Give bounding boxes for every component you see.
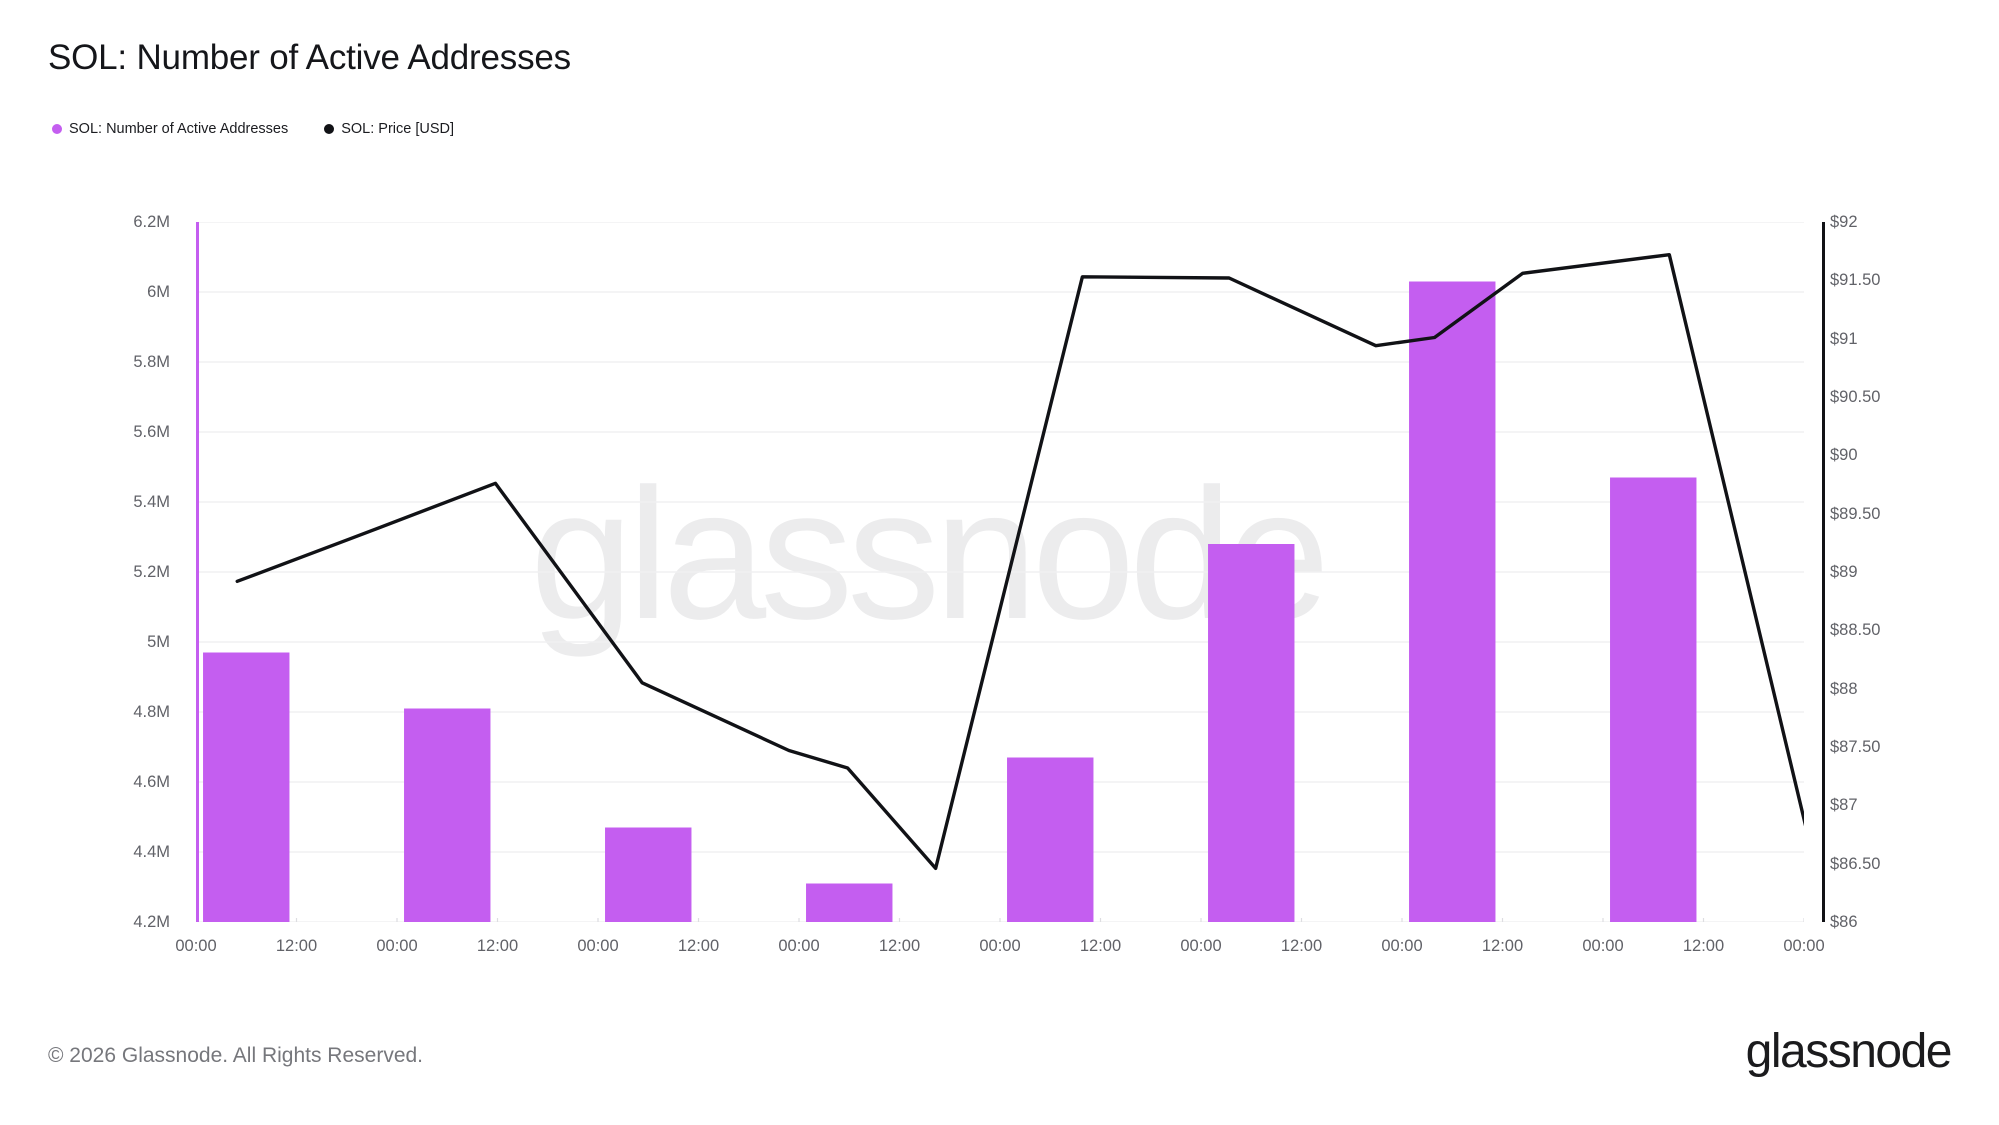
x-axis-tick: 00:00: [1783, 937, 1825, 955]
x-axis-tick: 00:00: [1381, 937, 1423, 955]
y-axis-left-tick: 5.8M: [133, 353, 170, 371]
x-axis-tick: 12:00: [1079, 937, 1122, 955]
y-axis-left-tick: 6M: [147, 283, 170, 301]
glassnode-logo: glassnode: [1745, 1025, 1953, 1078]
x-axis-tick: 12:00: [275, 937, 318, 955]
y-axis-left-tick: 6.2M: [133, 213, 170, 231]
y-axis-right-tick: $87: [1830, 796, 1858, 815]
line-series[interactable]: [237, 255, 1804, 870]
bar[interactable]: [203, 652, 290, 923]
left-axis-spine: [196, 222, 199, 922]
y-axis-right: $86 $86.50 $87 $87.50 $88 $88.50 $89 $89.50 $90 $…: [1830, 210, 1990, 934]
x-axis-tick: 12:00: [878, 937, 921, 955]
x-axis-tick: 12:00: [476, 937, 519, 955]
y-axis-left-tick: 5.2M: [133, 563, 170, 581]
price-line[interactable]: [237, 255, 1804, 870]
y-axis-left-tick: 4.2M: [133, 913, 170, 931]
x-axis-tick: 00:00: [979, 937, 1021, 955]
bar[interactable]: [1409, 281, 1496, 923]
y-axis-right-tick: $86: [1830, 913, 1858, 931]
y-axis-left-tick: 4.6M: [133, 773, 170, 791]
x-axis-tick: 12:00: [1682, 937, 1725, 955]
x-axis-tick: 12:00: [1280, 937, 1323, 955]
bar[interactable]: [1007, 757, 1094, 923]
legend-dot-icon: [52, 124, 62, 134]
y-axis-right-tick: $89.50: [1830, 504, 1881, 523]
y-axis-right-tick: $92: [1830, 213, 1858, 231]
y-axis-right-tick: $88: [1830, 679, 1858, 698]
y-axis-right-tick: $86.50: [1830, 854, 1881, 873]
y-axis-left-tick: 4.4M: [133, 843, 170, 861]
bar[interactable]: [806, 883, 893, 923]
x-axis-tick: 00:00: [1180, 937, 1222, 955]
chart-legend: SOL: Number of Active Addresses SOL: Pri…: [52, 118, 454, 140]
bar[interactable]: [404, 708, 491, 923]
y-axis-right-tick: $87.50: [1830, 738, 1881, 756]
right-axis-spine: [1822, 222, 1825, 922]
x-axis: 00:00 12:00 00:00 12:00 00:00 12:00 00:00 12:00…: [175, 937, 1824, 968]
legend-item-label: SOL: Price [USD]: [341, 120, 455, 137]
legend-item-active-addresses[interactable]: SOL: Number of Active Addresses: [52, 122, 288, 137]
bar[interactable]: [605, 827, 692, 923]
plot-area[interactable]: [196, 222, 1804, 922]
y-axis-left: 4.2M 4.4M 4.6M 4.8M 5M 5.2M 5.4M 5.6M 5.8M 6M 6.2M: [0, 210, 182, 934]
bar-series[interactable]: [203, 281, 1697, 923]
copyright-text: © 2026 Glassnode. All Rights Reserved.: [48, 1044, 424, 1067]
y-axis-left-tick: 5M: [147, 633, 170, 651]
legend-item-label: SOL: Number of Active Addresses: [69, 120, 289, 137]
x-axis-tick: 12:00: [677, 937, 720, 955]
y-axis-right-tick: $91: [1830, 329, 1858, 348]
page-title: SOL: Number of Active Addresses: [48, 38, 571, 77]
x-axis-tick: 00:00: [376, 937, 418, 955]
chart-canvas: [196, 222, 1804, 922]
bar[interactable]: [1208, 544, 1295, 922]
x-axis-tick: 00:00: [175, 937, 217, 955]
footer-divider: [0, 1005, 1999, 1006]
x-axis-tick: 00:00: [1582, 937, 1624, 955]
y-axis-right-tick: $90.50: [1830, 388, 1881, 406]
y-axis-left-tick: 4.8M: [133, 703, 170, 721]
y-axis-right-tick: $88.50: [1830, 621, 1881, 640]
y-axis-right-tick: $91.50: [1830, 271, 1881, 290]
y-axis-left-tick: 5.4M: [133, 493, 170, 511]
bar[interactable]: [1610, 477, 1697, 923]
y-axis-right-tick: $89: [1830, 563, 1858, 581]
y-axis-left-tick: 5.6M: [133, 423, 170, 441]
y-axis-right-tick: $90: [1830, 446, 1858, 465]
x-axis-tick: 00:00: [577, 937, 619, 955]
legend-item-price[interactable]: SOL: Price [USD]: [324, 122, 454, 137]
x-axis-tick: 00:00: [778, 937, 820, 955]
x-axis-tick: 12:00: [1481, 937, 1524, 955]
legend-dot-icon: [324, 124, 335, 134]
